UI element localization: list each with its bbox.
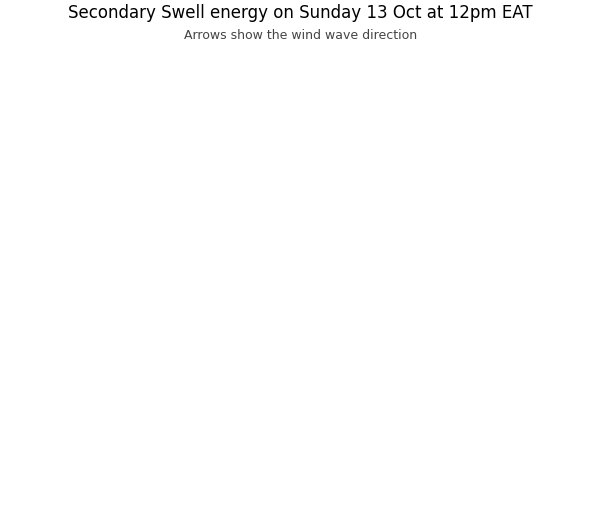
Text: Secondary Swell energy on Sunday 13 Oct at 12pm EAT: Secondary Swell energy on Sunday 13 Oct … — [68, 4, 533, 22]
Text: cartopy not available: cartopy not available — [227, 271, 374, 286]
Text: Arrows show the wind wave direction: Arrows show the wind wave direction — [184, 29, 417, 41]
